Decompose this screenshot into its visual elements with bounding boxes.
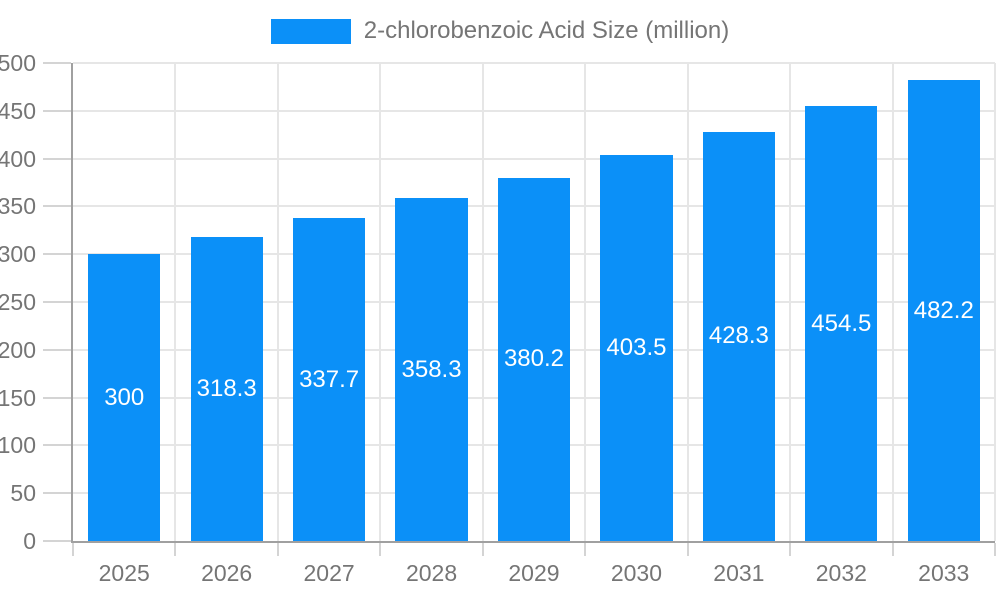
bar-value-label: 358.3 bbox=[401, 355, 462, 383]
legend-label: 2-chlorobenzoic Acid Size (million) bbox=[363, 17, 730, 44]
bar[interactable]: 482.2 bbox=[907, 80, 980, 541]
y-axis-label: 0 bbox=[23, 528, 36, 554]
y-axis-tick bbox=[43, 301, 71, 303]
bar-value-label: 300 bbox=[104, 383, 145, 411]
x-axis-tick bbox=[481, 543, 484, 556]
gridline-vertical bbox=[789, 63, 792, 541]
bar[interactable]: 428.3 bbox=[702, 131, 775, 541]
y-axis-tick bbox=[43, 540, 71, 542]
y-axis-label: 200 bbox=[0, 336, 36, 363]
y-axis-tick bbox=[43, 157, 71, 160]
x-axis-tick bbox=[891, 543, 894, 556]
y-axis-tick bbox=[43, 109, 71, 112]
x-axis-label: 2027 bbox=[303, 560, 355, 586]
y-axis-tick bbox=[43, 253, 71, 256]
y-axis-label: 100 bbox=[0, 432, 36, 459]
x-axis-tick bbox=[789, 543, 792, 556]
x-axis-label: 2030 bbox=[610, 560, 663, 586]
y-axis-label: 50 bbox=[10, 480, 36, 507]
gridline-horizontal bbox=[73, 109, 995, 112]
x-axis-tick bbox=[72, 543, 74, 556]
x-axis-label: 2033 bbox=[918, 560, 970, 586]
x-axis-tick bbox=[379, 543, 382, 556]
x-axis-label: 2029 bbox=[508, 560, 560, 586]
gridline-vertical bbox=[481, 63, 484, 541]
x-axis-tick bbox=[276, 543, 279, 556]
legend-swatch-icon bbox=[270, 18, 351, 44]
gridline-vertical bbox=[994, 63, 996, 541]
bar-value-label: 454.5 bbox=[811, 309, 872, 337]
bar[interactable]: 454.5 bbox=[805, 106, 878, 541]
y-axis-label: 150 bbox=[0, 384, 36, 411]
x-axis-label: 2025 bbox=[98, 560, 150, 586]
bar-value-label: 380.2 bbox=[503, 345, 565, 373]
bar-value-label: 337.7 bbox=[299, 365, 360, 393]
bar[interactable]: 403.5 bbox=[600, 155, 673, 541]
y-axis-label: 300 bbox=[0, 241, 36, 268]
y-axis-label: 350 bbox=[0, 193, 36, 220]
x-axis-tick bbox=[584, 543, 587, 556]
bar-value-label: 318.3 bbox=[196, 374, 257, 402]
y-axis-label: 500 bbox=[0, 50, 36, 76]
bar-value-label: 482.2 bbox=[913, 296, 974, 324]
x-axis-tick bbox=[994, 543, 996, 556]
x-axis-label: 2028 bbox=[405, 560, 458, 586]
x-axis-tick bbox=[174, 543, 177, 556]
bar[interactable]: 318.3 bbox=[190, 236, 263, 541]
bar[interactable]: 380.2 bbox=[497, 177, 571, 541]
gridline-horizontal bbox=[73, 62, 995, 64]
gridline-vertical bbox=[584, 63, 587, 541]
x-axis-tick bbox=[686, 543, 689, 556]
gridline-vertical bbox=[379, 63, 382, 541]
y-axis-label: 450 bbox=[0, 97, 36, 124]
gridline-vertical bbox=[891, 63, 894, 541]
bar-value-label: 403.5 bbox=[606, 334, 667, 362]
x-axis-label: 2032 bbox=[815, 560, 867, 586]
bar[interactable]: 300 bbox=[88, 254, 161, 541]
y-axis-tick bbox=[43, 62, 71, 64]
bar[interactable]: 337.7 bbox=[292, 218, 366, 541]
y-axis-tick bbox=[43, 396, 71, 399]
x-axis-line bbox=[71, 541, 995, 543]
bar-value-label: 428.3 bbox=[708, 322, 769, 350]
y-axis-label: 250 bbox=[0, 289, 36, 315]
x-axis-label: 2026 bbox=[201, 560, 253, 586]
plot-area: 300 318.3 337.7 358.3 380.2 403.5 428.3 454.5 48… bbox=[73, 62, 996, 541]
y-axis-tick bbox=[43, 348, 71, 351]
bar[interactable]: 358.3 bbox=[395, 198, 468, 541]
y-axis-line bbox=[71, 63, 73, 543]
legend[interactable]: 2-chlorobenzoic Acid Size (million) bbox=[0, 16, 1000, 46]
y-axis-tick bbox=[43, 444, 71, 447]
gridline-horizontal bbox=[73, 157, 995, 160]
gridline-vertical bbox=[174, 63, 177, 541]
y-axis-label: 400 bbox=[0, 145, 36, 172]
gridline-vertical bbox=[276, 63, 279, 541]
y-axis-tick bbox=[43, 205, 71, 208]
gridline-vertical bbox=[686, 63, 689, 541]
y-axis-tick bbox=[43, 492, 71, 495]
x-axis-label: 2031 bbox=[713, 560, 765, 586]
